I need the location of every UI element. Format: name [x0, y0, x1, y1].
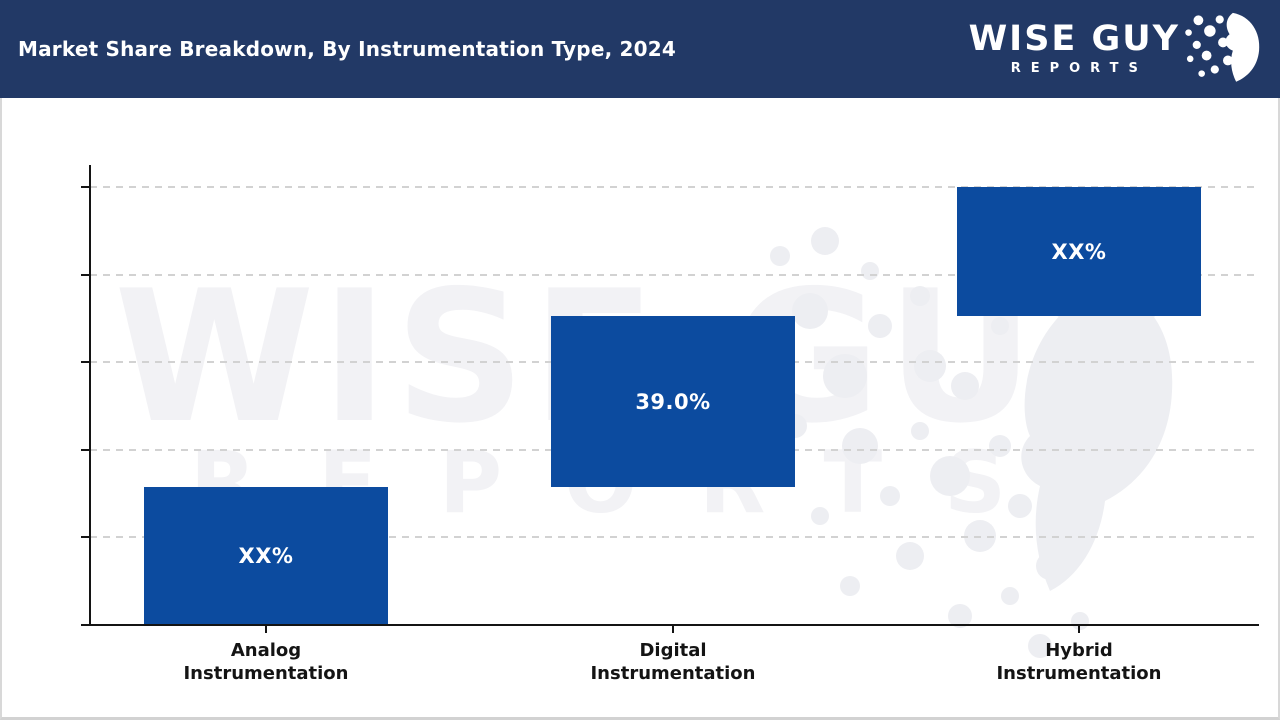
logo-subtitle: REPORTS [1010, 61, 1148, 76]
wise-guy-logo: WISE GUY REPORTS [969, 6, 1264, 92]
x-category-label-line1: Digital [639, 640, 707, 661]
bar-digital: 39.0% [551, 316, 795, 487]
bar-value-label-hybrid: XX% [1051, 239, 1107, 264]
y-tick-mark-80 [81, 273, 90, 276]
y-tick-mark-40 [81, 448, 90, 451]
gridline-100 [90, 186, 1258, 188]
x-axis-line [89, 624, 1259, 626]
x-category-label-line2: Instrumentation [996, 662, 1162, 684]
x-category-label-line1: Analog [230, 640, 302, 661]
x-category-label-line1: Hybrid [1045, 640, 1113, 661]
x-category-label-hybrid: Hybrid Instrumentation [919, 640, 1239, 685]
y-axis-line [89, 165, 91, 626]
y-tick-mark-60 [81, 361, 90, 364]
y-tick-mark-0 [81, 624, 90, 626]
x-tick-mark-hybrid [1078, 626, 1080, 633]
logo-wordmark: WISE GUY [968, 19, 1180, 59]
x-category-label-line2: Instrumentation [183, 662, 349, 684]
bar-analog: XX% [144, 487, 388, 625]
gridline-20 [90, 536, 1258, 539]
logo-text: WISE GUY REPORTS [968, 19, 1180, 77]
x-category-label-line2: Instrumentation [590, 662, 756, 684]
x-tick-mark-digital [672, 626, 674, 633]
bar-hybrid: XX% [957, 187, 1201, 316]
chart-canvas: WISE GUY REPORTS XX%AnalogInstrumentatio… [2, 98, 1278, 717]
y-tick-mark-100 [81, 186, 90, 188]
bar-value-label-digital: 39.0% [635, 389, 711, 414]
bar-value-label-analog: XX% [238, 544, 294, 568]
page-title: Market Share Breakdown, By Instrumentati… [18, 37, 677, 61]
x-tick-mark-analog [265, 626, 267, 633]
y-tick-mark-20 [81, 536, 90, 539]
x-category-label-digital: Digital Instrumentation [513, 640, 833, 685]
x-category-label-analog: Analog Instrumentation [106, 640, 426, 685]
logo-face-icon [1185, 12, 1260, 82]
header-bar: Market Share Breakdown, By Instrumentati… [0, 0, 1280, 98]
gridline-80 [90, 273, 1258, 276]
